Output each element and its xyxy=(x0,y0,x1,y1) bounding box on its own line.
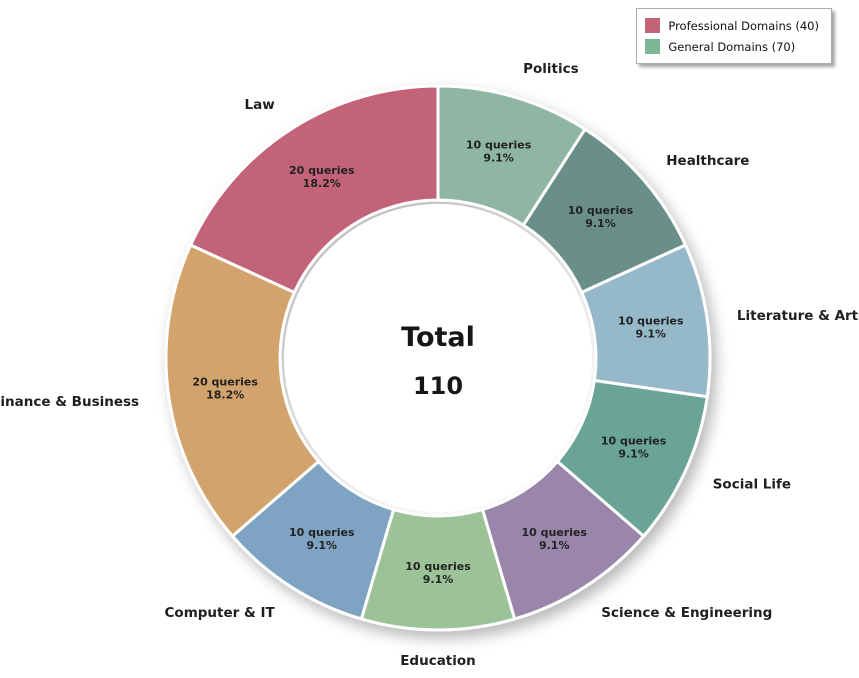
legend-label-general: General Domains (70) xyxy=(668,39,796,54)
legend: Professional Domains (40) General Domain… xyxy=(636,8,832,64)
slice-category-label-literature-arts: Literature & Arts xyxy=(737,308,859,324)
slice-category-label-healthcare: Healthcare xyxy=(666,153,749,169)
slice-category-label-education: Education xyxy=(400,653,476,669)
slice-finance-business xyxy=(164,243,321,538)
slice-category-label-politics: Politics xyxy=(523,61,579,77)
slice-category-label-social-life: Social Life xyxy=(713,476,791,492)
center-total-label: Total xyxy=(401,322,475,353)
slice-category-label-law: Law xyxy=(245,97,275,113)
legend-item-professional-domains: Professional Domains (40) xyxy=(645,15,819,36)
slice-value-label-science-engineering: 10 queries 9.1% xyxy=(521,526,587,552)
slice-category-label-computer-it: Computer & IT xyxy=(165,605,276,621)
slice-value-label-computer-it: 10 queries 9.1% xyxy=(289,526,355,552)
slice-value-label-finance-business: 20 queries 18.2% xyxy=(192,376,258,402)
legend-swatch-general xyxy=(645,39,661,54)
slice-value-label-law: 20 queries 18.2% xyxy=(289,164,355,190)
legend-label-professional: Professional Domains (40) xyxy=(668,18,819,33)
slice-category-label-science-engineering: Science & Engineering xyxy=(601,605,772,621)
slice-category-label-finance-business: Finance & Business xyxy=(0,394,139,410)
legend-swatch-professional xyxy=(645,18,661,33)
donut-labels: 10 queries 9.1% Politics 10 queries 9.1% Heal… xyxy=(0,61,859,669)
slice-value-label-literature-arts: 10 queries 9.1% xyxy=(618,314,684,340)
donut-hole xyxy=(284,204,592,512)
slice-value-label-healthcare: 10 queries 9.1% xyxy=(568,204,634,230)
slice-value-label-education: 10 queries 9.1% xyxy=(405,560,471,586)
slice-value-label-social-life: 10 queries 9.1% xyxy=(601,434,667,460)
donut-slices xyxy=(164,84,712,632)
slice-law xyxy=(189,84,440,294)
slice-value-label-politics: 10 queries 9.1% xyxy=(466,139,532,165)
legend-item-general-domains: General Domains (70) xyxy=(645,36,819,57)
center-total-value: 110 xyxy=(413,372,463,400)
